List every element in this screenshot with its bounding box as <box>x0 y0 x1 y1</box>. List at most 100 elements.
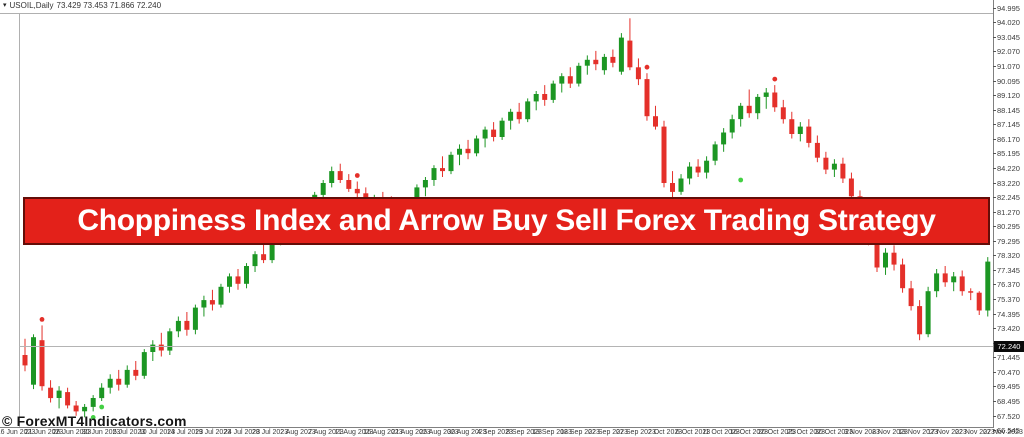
bull-candle <box>550 83 556 100</box>
price-tick-label: 70.470 <box>997 368 1020 377</box>
date-tick-label: 6 Oct 2023 <box>675 429 711 436</box>
buy-arrow-icon <box>738 177 744 183</box>
price-tick-label: 75.370 <box>997 295 1020 304</box>
site-watermark: © ForexMT4Indicators.com <box>2 413 187 429</box>
chart-left-border <box>19 13 20 427</box>
date-tick-label: 27 Sep 2023 <box>616 429 656 436</box>
bull-candle <box>269 239 275 261</box>
price-tick-label: 80.295 <box>997 222 1020 231</box>
price-axis[interactable]: 94.995 94.020 93.045 92.070 91.070 90.095 89.1… <box>993 0 1024 437</box>
bull-candle <box>499 120 505 137</box>
time-axis[interactable]: 16 Jun 2023 21 Jun 2023 26 Jun 2023 30 Jun … <box>0 428 1024 437</box>
bear-candle <box>780 107 786 120</box>
sell-arrow-icon <box>39 317 45 322</box>
price-tick-mark <box>993 37 996 38</box>
date-tick-label: 19 Jul 2023 <box>194 429 232 436</box>
bear-candle <box>235 276 241 284</box>
price-tick-label: 92.070 <box>997 47 1020 56</box>
bear-candle <box>661 126 667 183</box>
bull-candle <box>192 307 198 330</box>
bear-candle <box>968 291 974 293</box>
price-tick-label: 93.045 <box>997 33 1020 42</box>
chart-top-border <box>0 13 1024 14</box>
price-tick-label: 91.070 <box>997 62 1020 71</box>
price-tick-label: 89.120 <box>997 91 1020 100</box>
date-tick-label: 3 Nov 2023 <box>844 429 880 436</box>
sell-arrow-icon <box>354 173 360 178</box>
price-tick-label: 84.220 <box>997 164 1020 173</box>
price-tick-mark <box>993 8 996 9</box>
bear-candle <box>261 254 267 261</box>
date-tick-label: 7 Aug 2023 <box>308 429 344 436</box>
current-price-badge: 72.240 <box>994 341 1024 352</box>
bull-candle <box>320 183 326 195</box>
bear-candle <box>440 168 445 172</box>
price-tick-mark <box>993 270 996 271</box>
price-tick-mark <box>993 81 996 82</box>
bear-candle <box>874 240 880 268</box>
bear-candle <box>567 76 573 84</box>
price-tick-label: 87.145 <box>997 120 1020 129</box>
price-tick-label: 81.270 <box>997 208 1020 217</box>
bear-candle <box>209 300 215 305</box>
symbol-ohlc-readout: ▾ USOIL,Daily 73.429 73.453 71.866 72.24… <box>3 1 161 10</box>
bear-candle <box>48 387 54 399</box>
price-tick-label: 73.420 <box>997 324 1020 333</box>
date-tick-label: 13 Sep 2023 <box>532 429 572 436</box>
price-tick-mark <box>993 124 996 125</box>
date-tick-label: 16 Oct 2023 <box>729 429 769 436</box>
bull-candle <box>82 406 88 412</box>
price-tick-label: 78.320 <box>997 251 1020 260</box>
symbol-marker-icon: ▾ <box>3 1 7 9</box>
price-axis-line <box>993 0 994 427</box>
date-tick-label: 27 Nov 2023 <box>983 429 1023 436</box>
date-tick-label: 13 Nov 2023 <box>898 429 938 436</box>
bull-candle <box>56 390 62 398</box>
bear-candle <box>772 92 778 108</box>
bull-candle <box>167 331 173 351</box>
bid-price-line <box>19 346 993 347</box>
price-tick-mark <box>993 197 996 198</box>
bear-candle <box>133 369 139 376</box>
date-tick-label: 14 Jul 2023 <box>166 429 204 436</box>
bull-candle <box>533 94 539 102</box>
bear-candle <box>635 67 641 80</box>
date-tick-label: 16 Aug 2023 <box>363 429 403 436</box>
date-tick-label: 30 Aug 2023 <box>447 429 487 436</box>
strategy-title-banner: Choppiness Index and Arrow Buy Sell Fore… <box>23 197 990 245</box>
bull-candle <box>141 352 147 376</box>
bull-candle <box>90 398 96 407</box>
date-tick-label: 10 Jul 2023 <box>138 429 176 436</box>
price-tick-label: 76.370 <box>997 280 1020 289</box>
bear-candle <box>491 129 497 137</box>
bear-candle <box>184 320 190 330</box>
bear-candle <box>73 405 79 412</box>
bull-candle <box>618 37 624 72</box>
bear-candle <box>814 142 820 158</box>
date-tick-label: 11 Aug 2023 <box>334 429 374 436</box>
bear-candle <box>465 148 471 154</box>
date-tick-label: 28 Jul 2023 <box>251 429 289 436</box>
bear-candle <box>917 306 923 335</box>
date-tick-label: 8 Sep 2023 <box>506 429 542 436</box>
bear-candle <box>39 340 45 387</box>
date-tick-label: 20 Oct 2023 <box>757 429 797 436</box>
bull-candle <box>738 105 744 120</box>
date-tick-label: 21 Jun 2023 <box>24 429 64 436</box>
bull-candle <box>704 160 710 173</box>
bear-candle <box>116 378 122 385</box>
date-tick-label: 24 Jul 2023 <box>223 429 261 436</box>
bear-candle <box>65 392 71 406</box>
bull-candle <box>482 129 488 139</box>
symbol-period-label: USOIL,Daily <box>9 1 54 10</box>
price-tick-mark <box>993 386 996 387</box>
date-tick-label: 21 Aug 2023 <box>391 429 431 436</box>
bear-candle <box>593 59 599 65</box>
price-tick-label: 82.245 <box>997 193 1020 202</box>
bull-candle <box>576 65 582 84</box>
date-tick-label: 4 Sep 2023 <box>477 429 513 436</box>
price-tick-mark <box>993 401 996 402</box>
price-tick-label: 67.520 <box>997 412 1020 421</box>
price-tick-mark <box>993 328 996 329</box>
